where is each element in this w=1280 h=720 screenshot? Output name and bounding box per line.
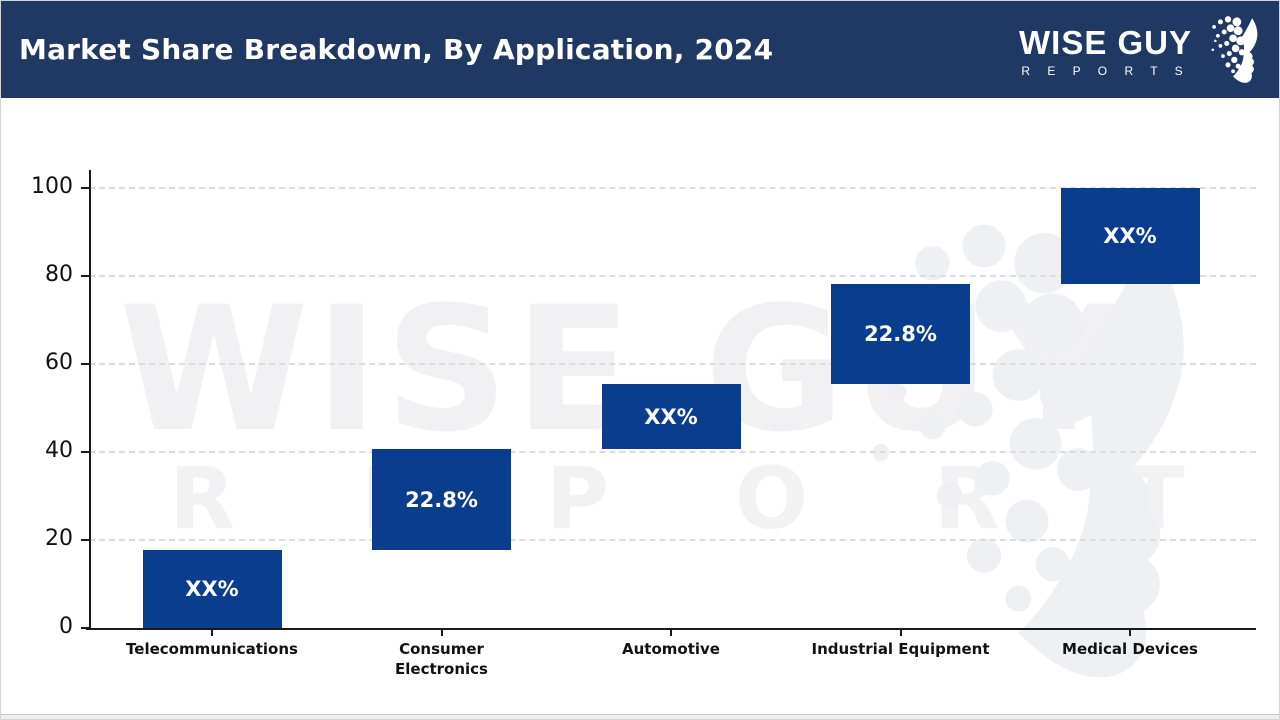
watermark-brand-tagline: R E P O R T S [169,449,1279,549]
y-axis [89,170,91,630]
x-axis [86,628,1256,630]
y-tick-mark [81,275,89,277]
x-tick-mark [670,628,672,636]
x-category-label: Consumer Electronics [395,640,488,678]
gridline [89,187,1256,189]
gridline [89,539,1256,541]
x-tick-mark [899,628,902,636]
y-tick-label: 80 [45,262,73,287]
x-category-label: Industrial Equipment [811,640,990,658]
gridline [89,275,1256,277]
brand-logo-tagline: R E P O R T S [1021,64,1190,78]
y-tick-mark [81,627,89,629]
bar-value-label: XX% [185,576,239,601]
footer-divider [1,714,1279,719]
y-tick-mark [81,451,89,453]
y-tick-label: 60 [45,350,73,375]
brand-logo: WISE GUY R E P O R T S [1019,9,1269,93]
y-tick-label: 100 [31,174,73,199]
bar-value-label: XX% [644,404,698,429]
x-category-label: Medical Devices [1062,640,1198,658]
x-tick-mark [440,628,443,636]
y-tick-mark [81,187,89,189]
bar-value-label: 22.8% [864,322,937,347]
bar-value-label: XX% [1103,223,1157,248]
page-title: Market Share Breakdown, By Application, … [19,33,774,66]
bar-segment: XX% [1060,188,1200,284]
y-tick-mark [81,539,89,541]
bar-segment: 22.8% [372,449,511,550]
y-tick-label: 20 [45,526,73,551]
x-tick-mark [211,628,213,636]
brand-face-icon [1211,16,1258,83]
gridline [89,451,1256,453]
header-bar: Market Share Breakdown, By Application, … [1,1,1279,98]
y-tick-label: 40 [45,438,73,463]
bar-segment: 22.8% [831,283,970,385]
y-tick-label: 0 [59,614,73,639]
bar-segment: XX% [601,384,741,450]
brand-logo-name: WISE GUY [1019,24,1193,61]
x-category-label: Telecommunications [126,640,298,658]
bar-segment: XX% [142,549,282,628]
bar-value-label: 22.8% [405,487,478,512]
x-category-label: Automotive [622,640,720,658]
gridline [89,363,1256,365]
y-tick-mark [81,363,89,365]
